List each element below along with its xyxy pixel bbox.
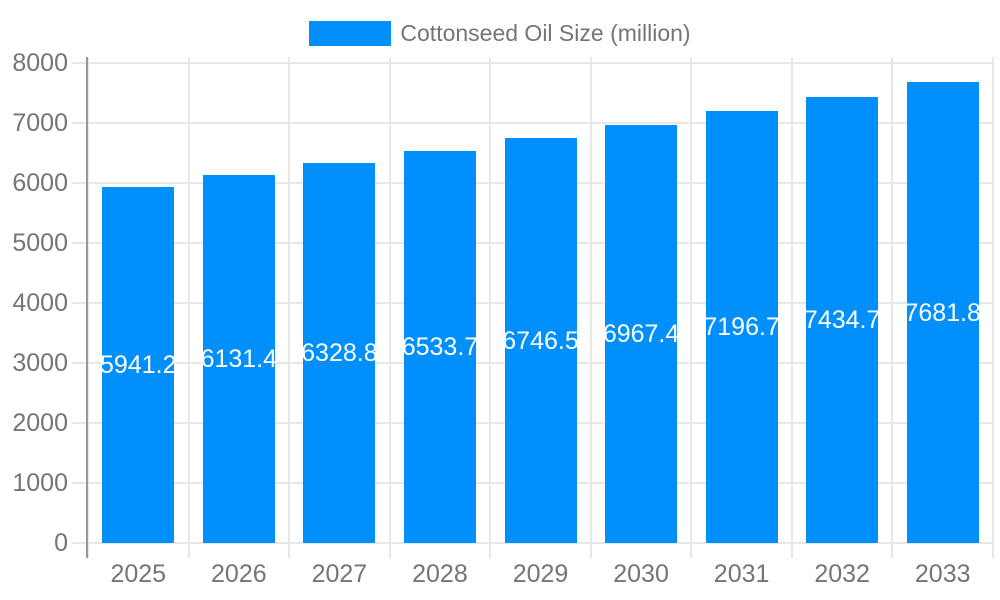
bar-value-label: 7434.7 xyxy=(803,305,881,334)
y-axis-label: 8000 xyxy=(12,49,68,77)
gridline-v xyxy=(489,57,492,558)
gridline-v xyxy=(690,57,693,558)
x-axis-label: 2027 xyxy=(311,560,368,588)
x-axis-label: 2028 xyxy=(412,560,468,588)
gridline-h xyxy=(72,122,993,124)
bar-value-label: 7681.8 xyxy=(904,298,981,327)
gridline-v xyxy=(790,57,793,558)
bar-value-label: 7196.7 xyxy=(703,313,780,342)
bar-2027[interactable] xyxy=(303,163,376,543)
bar-value-label: 6967.4 xyxy=(602,319,680,348)
bar-2029[interactable] xyxy=(504,138,577,543)
gridline-h xyxy=(72,62,993,64)
x-axis-label: 2030 xyxy=(613,560,669,588)
y-axis-label: 2000 xyxy=(12,409,68,437)
gridline-h xyxy=(72,542,993,544)
legend-color-swatch xyxy=(309,21,392,46)
bar-value-label: 6533.7 xyxy=(401,332,479,361)
y-axis-label: 3000 xyxy=(12,349,68,377)
y-axis-label: 0 xyxy=(54,529,68,557)
gridline-v xyxy=(589,57,592,558)
bar-value-label: 6131.4 xyxy=(200,345,278,374)
x-axis-label: 2029 xyxy=(512,560,569,588)
gridline-v xyxy=(992,57,994,558)
bar-value-label: 6746.5 xyxy=(502,326,579,355)
gridline-v xyxy=(891,57,894,558)
bar-2026[interactable] xyxy=(202,175,275,543)
bar-2031[interactable] xyxy=(705,111,778,543)
legend-item[interactable]: Cottonseed Oil Size (million) xyxy=(309,20,691,47)
x-axis-label: 2033 xyxy=(914,560,971,588)
gridline-v xyxy=(388,57,391,558)
x-axis-label: 2025 xyxy=(110,560,167,588)
y-axis-line xyxy=(86,57,88,558)
x-axis-label: 2032 xyxy=(814,560,870,588)
bar-2033[interactable] xyxy=(906,82,979,543)
legend: Cottonseed Oil Size (million) xyxy=(0,20,1000,47)
y-axis-label: 1000 xyxy=(12,469,68,497)
bar-2028[interactable] xyxy=(403,150,476,543)
x-axis-label: 2031 xyxy=(713,560,770,588)
gridline-v xyxy=(87,57,89,558)
bar-2032[interactable] xyxy=(806,96,879,543)
y-axis-label: 6000 xyxy=(12,169,68,197)
y-axis-label: 7000 xyxy=(12,109,68,137)
y-axis-label: 4000 xyxy=(12,289,68,317)
bar-2025[interactable] xyxy=(102,186,175,543)
bar-value-label: 5941.2 xyxy=(100,350,177,379)
gridline-v xyxy=(187,57,190,558)
x-axis-label: 2026 xyxy=(211,560,267,588)
gridline-v xyxy=(288,57,291,558)
bar-value-label: 6328.8 xyxy=(301,339,378,368)
legend-label: Cottonseed Oil Size (million) xyxy=(400,20,691,46)
bar-2030[interactable] xyxy=(605,124,678,543)
y-axis-label: 5000 xyxy=(12,229,68,257)
